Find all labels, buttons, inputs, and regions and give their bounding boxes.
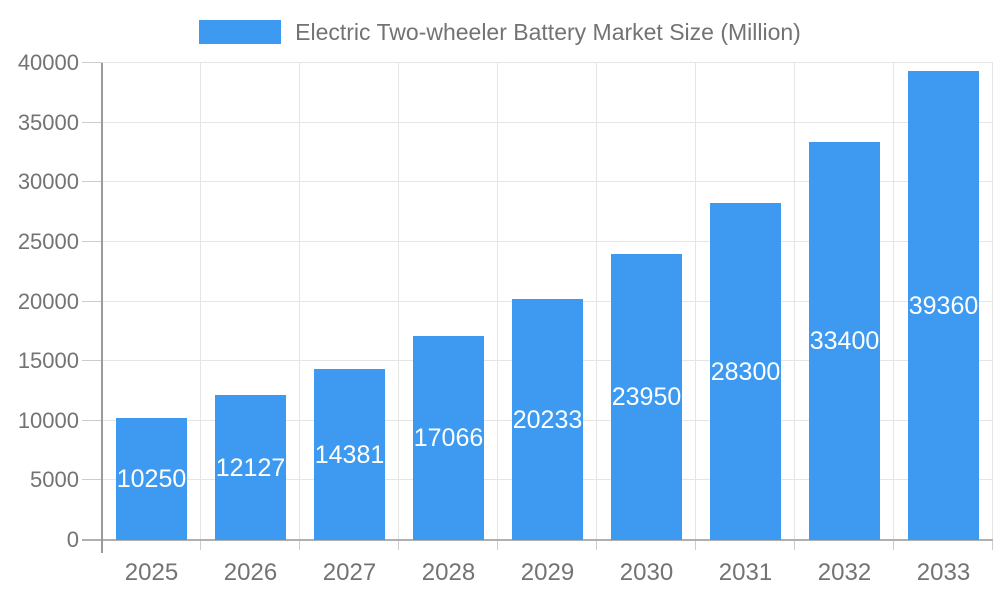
y-tick-label: 5000 <box>30 467 79 492</box>
x-tick-label: 2031 <box>718 559 773 586</box>
y-gridline <box>102 62 993 63</box>
y-tick-label: 10000 <box>17 408 79 433</box>
y-tick-label: 35000 <box>17 110 79 135</box>
legend-swatch <box>199 20 282 44</box>
bar[interactable] <box>710 203 781 540</box>
x-gridline <box>398 63 399 540</box>
legend-item[interactable]: Electric Two-wheeler Battery Market Size… <box>0 17 1000 47</box>
bar[interactable] <box>116 418 187 540</box>
x-tick-label: 2027 <box>322 559 377 586</box>
y-tick <box>82 122 102 123</box>
y-tick-label: 40000 <box>17 50 79 75</box>
x-tick-label: 2032 <box>817 559 872 586</box>
x-tick <box>299 540 300 550</box>
y-tick <box>82 301 102 302</box>
x-tick-label: 2033 <box>916 559 971 586</box>
y-tick <box>82 62 102 63</box>
bar[interactable] <box>413 336 484 540</box>
y-gridline <box>102 122 993 123</box>
x-tick <box>497 540 498 550</box>
y-axis-line <box>101 63 103 553</box>
legend-label: Electric Two-wheeler Battery Market Size… <box>295 18 801 45</box>
x-gridline <box>794 63 795 540</box>
y-tick <box>82 360 102 361</box>
y-tick-label: 30000 <box>17 169 79 194</box>
bar[interactable] <box>314 369 385 540</box>
x-tick-label: 2030 <box>619 559 674 586</box>
bar[interactable] <box>512 299 583 540</box>
y-tick-label: 20000 <box>17 289 79 314</box>
y-tick-label: 0 <box>66 527 79 552</box>
x-tick <box>893 540 894 550</box>
x-gridline <box>200 63 201 540</box>
x-tick <box>398 540 399 550</box>
x-axis-line <box>82 539 993 541</box>
x-tick-label: 2028 <box>421 559 476 586</box>
x-tick-label: 2029 <box>520 559 575 586</box>
bar[interactable] <box>809 142 880 540</box>
x-tick-label: 2026 <box>223 559 278 586</box>
y-tick <box>82 479 102 480</box>
y-gridline <box>102 181 993 182</box>
bar[interactable] <box>611 254 682 540</box>
x-gridline <box>893 63 894 540</box>
y-tick-label: 25000 <box>17 229 79 254</box>
x-gridline <box>695 63 696 540</box>
bar[interactable] <box>908 71 979 540</box>
x-tick <box>200 540 201 550</box>
y-tick <box>82 241 102 242</box>
x-gridline <box>596 63 597 540</box>
y-tick <box>82 181 102 182</box>
x-tick <box>794 540 795 550</box>
x-gridline <box>299 63 300 540</box>
x-gridline <box>992 63 993 540</box>
x-tick <box>695 540 696 550</box>
x-tick <box>596 540 597 550</box>
y-tick-label: 15000 <box>17 348 79 373</box>
x-gridline <box>497 63 498 540</box>
x-tick <box>992 540 993 550</box>
x-tick-label: 2025 <box>124 559 179 586</box>
y-gridline <box>102 241 993 242</box>
bar[interactable] <box>215 395 286 540</box>
plot-area: 10250 12127 14381 17066 20233 23950 28300 33400… <box>82 62 993 553</box>
y-tick <box>82 420 102 421</box>
